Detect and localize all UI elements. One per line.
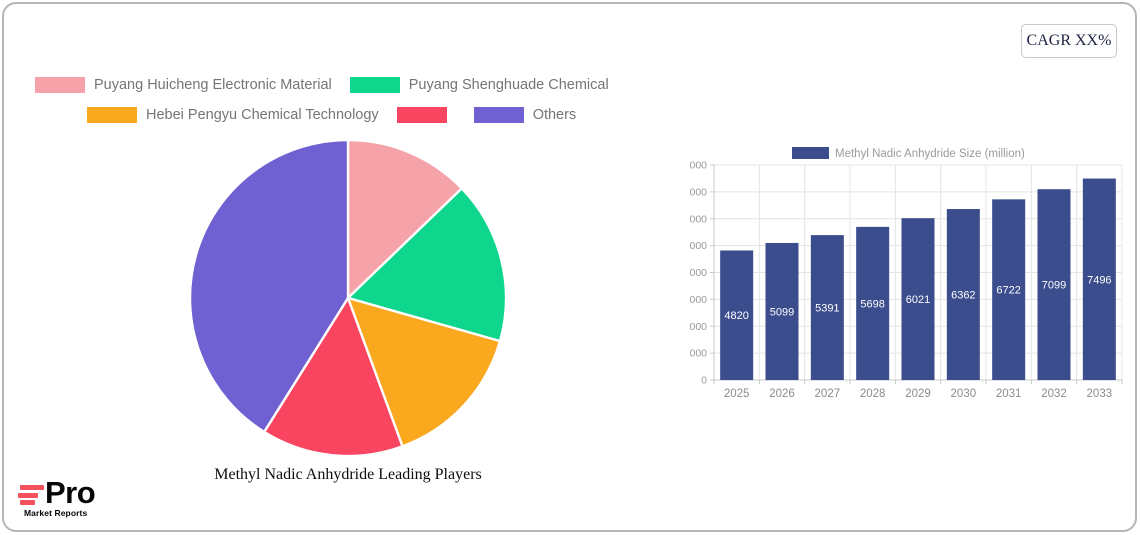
cagr-badge: CAGR XX% [1021, 24, 1117, 58]
bar-chart-svg: 0 1000 2000 3000 4000 5000 6000 7000 8000 4820 202… [684, 147, 1123, 400]
x-tick-label: 2028 [860, 388, 886, 400]
x-tick-label: 2025 [724, 388, 750, 400]
bar [1082, 178, 1116, 380]
bar [901, 218, 935, 380]
pie-slice [188, 138, 350, 434]
pie-chart-title: Methyl Nadic Anhydride Leading Players [214, 466, 482, 483]
x-tick-label: 2029 [905, 388, 931, 400]
cagr-label: CAGR XX% [1026, 32, 1112, 49]
y-tick-label: 8000 [690, 160, 707, 172]
x-tick-label: 2032 [1041, 388, 1067, 400]
bar [765, 242, 799, 380]
bar [946, 209, 980, 380]
y-tick-label: 7000 [690, 186, 707, 198]
pie-chart [186, 136, 510, 460]
bar-value-label: 7496 [1087, 274, 1111, 286]
bar-legend-swatch [792, 147, 829, 159]
x-tick-label: 2031 [996, 388, 1022, 400]
bar-value-label: 5099 [770, 306, 794, 318]
bar-value-label: 5391 [815, 303, 839, 315]
bar-value-label: 6722 [996, 285, 1020, 297]
bar [1037, 189, 1071, 380]
logo-bars-icon [18, 485, 44, 508]
bar-value-label: 6362 [951, 290, 975, 302]
y-tick-label: 6000 [690, 213, 707, 225]
pie-legend-row-1: Puyang Huicheng Electronic Material Puya… [35, 77, 627, 93]
pro-market-reports-logo: Pro Market Reports [18, 475, 96, 518]
legend-label: Hebei Pengyu Chemical Technology [146, 107, 379, 123]
bar-legend-label: Methyl Nadic Anhydride Size (million) [835, 148, 1025, 160]
legend-item: Hebei Pengyu Chemical Technology [87, 107, 379, 123]
x-tick-label: 2033 [1087, 388, 1113, 400]
y-tick-label: 4000 [690, 267, 707, 279]
pie-slice [346, 138, 464, 300]
pie-legend-row-2: Hebei Pengyu Chemical Technology Others [87, 107, 594, 123]
y-tick-label: 5000 [690, 240, 707, 252]
legend-swatch-pink [35, 77, 85, 93]
bar-value-label: 5698 [860, 298, 884, 310]
y-tick-label: 2000 [690, 321, 707, 333]
y-tick-label: 0 [701, 375, 707, 387]
pie-slice [346, 187, 508, 343]
legend-item: Others [473, 107, 577, 123]
bar [720, 250, 754, 380]
legend-swatch-orange [87, 107, 137, 123]
x-tick-label: 2026 [769, 388, 795, 400]
x-tick-label: 2030 [951, 388, 977, 400]
legend-label: Others [532, 107, 577, 123]
pie-chart-svg [188, 138, 508, 458]
x-tick-label: 2027 [815, 388, 841, 400]
bar-value-label: 4820 [724, 310, 748, 322]
bar [992, 199, 1026, 380]
legend-item: Puyang Shenghuade Chemical [349, 77, 609, 93]
pie-slice [346, 296, 502, 448]
legend-swatch-purple [473, 107, 524, 123]
bar-value-label: 6021 [906, 294, 930, 306]
legend-item [396, 107, 456, 123]
bar [856, 226, 890, 380]
legend-label: Puyang Huicheng Electronic Material [94, 77, 332, 93]
y-tick-label: 3000 [690, 294, 707, 306]
bar [810, 235, 844, 380]
legend-swatch-green [349, 77, 400, 93]
logo-title: Pro [45, 475, 96, 510]
logo-subtitle: Market Reports [24, 507, 88, 518]
pie-slice [262, 296, 404, 458]
bar-value-label: 7099 [1042, 280, 1066, 292]
legend-swatch-red [396, 107, 447, 123]
legend-label: Puyang Shenghuade Chemical [408, 77, 609, 93]
bar-chart: 0 1000 2000 3000 4000 5000 6000 7000 8000 4820 202… [684, 140, 1138, 408]
y-tick-label: 1000 [690, 348, 707, 360]
legend-item: Puyang Huicheng Electronic Material [35, 77, 332, 93]
